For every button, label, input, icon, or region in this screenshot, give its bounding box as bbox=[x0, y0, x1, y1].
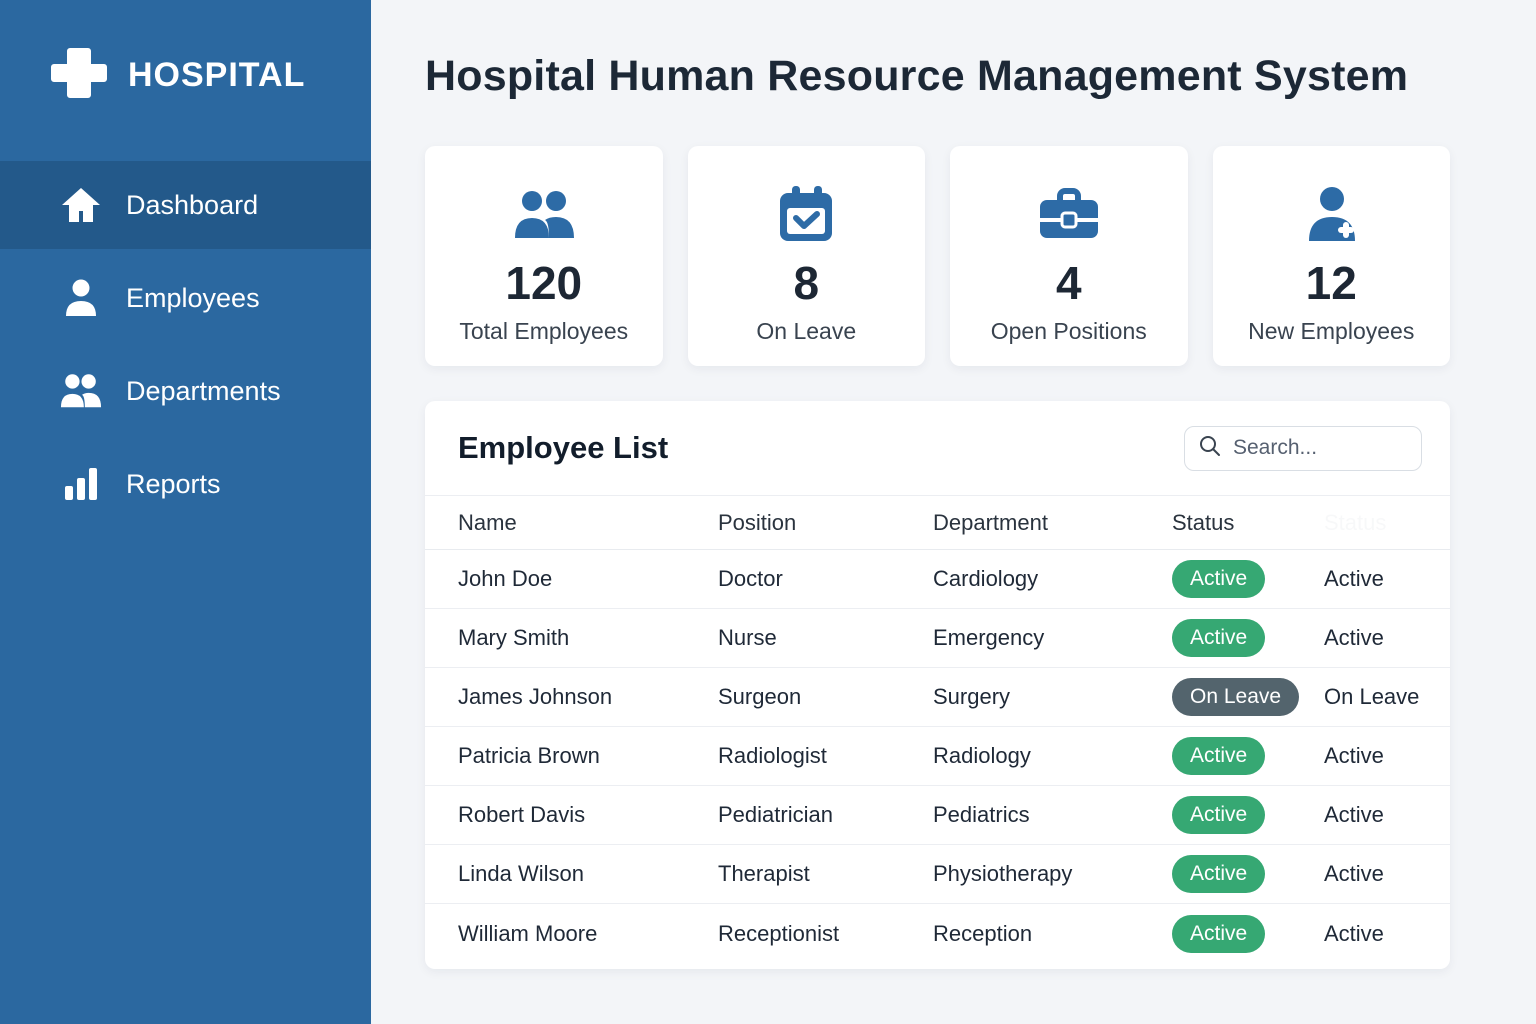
cell-department: Pediatrics bbox=[933, 802, 1030, 827]
table-row[interactable]: Linda Wilson Therapist Physiotherapy Act… bbox=[425, 845, 1450, 904]
stat-card-open-positions: 4 Open Positions bbox=[950, 146, 1188, 366]
cell-status-text: Active bbox=[1324, 861, 1384, 886]
table-row[interactable]: James Johnson Surgeon Surgery On Leave O… bbox=[425, 668, 1450, 727]
stat-value: 12 bbox=[1305, 257, 1357, 309]
cell-position: Nurse bbox=[718, 625, 777, 650]
table-header-row: Name Position Department Status Status bbox=[425, 495, 1450, 550]
bar-chart-icon bbox=[60, 466, 102, 502]
stat-card-total-employees: 120 Total Employees bbox=[425, 146, 663, 366]
employee-list-title: Employee List bbox=[458, 430, 669, 465]
status-badge: Active bbox=[1172, 619, 1266, 657]
stat-card-on-leave: 8 On Leave bbox=[687, 146, 925, 366]
cell-department: Radiology bbox=[933, 743, 1031, 768]
column-header-position: Position bbox=[718, 509, 797, 535]
stat-label: On Leave bbox=[756, 318, 857, 344]
users-icon bbox=[511, 182, 577, 246]
cell-position: Receptionist bbox=[718, 920, 840, 946]
sidebar-item-reports[interactable]: Reports bbox=[0, 440, 371, 528]
sidebar-item-employees[interactable]: Employees bbox=[0, 254, 371, 342]
cell-status-text: On Leave bbox=[1324, 684, 1420, 709]
cell-name: Mary Smith bbox=[458, 625, 570, 650]
status-badge: Active bbox=[1172, 855, 1266, 893]
status-badge: Active bbox=[1172, 914, 1266, 953]
search-icon bbox=[1199, 435, 1221, 462]
status-badge: Active bbox=[1172, 737, 1266, 775]
app-logo: HOSPITAL bbox=[0, 0, 371, 147]
stats-row: 120 Total Employees 8 On Leave 4 Open Po… bbox=[425, 146, 1450, 366]
column-header-ghost: Status bbox=[1324, 509, 1387, 535]
cell-name: Patricia Brown bbox=[458, 743, 600, 768]
page-title: Hospital Human Resource Management Syste… bbox=[425, 52, 1409, 100]
calendar-check-icon bbox=[777, 182, 835, 246]
cell-status-text: Active bbox=[1324, 802, 1384, 827]
sidebar-item-dashboard[interactable]: Dashboard bbox=[0, 161, 371, 249]
cell-department: Cardiology bbox=[933, 566, 1039, 591]
column-header-name: Name bbox=[458, 509, 517, 535]
status-badge: On Leave bbox=[1172, 678, 1300, 716]
app-title: HOSPITAL bbox=[128, 56, 306, 94]
cell-position: Pediatrician bbox=[718, 802, 833, 827]
cell-department: Emergency bbox=[933, 625, 1045, 650]
column-header-status: Status bbox=[1172, 509, 1235, 535]
stat-card-new-employees: 12 New Employees bbox=[1212, 146, 1450, 366]
cell-position: Radiologist bbox=[718, 743, 827, 768]
table-row[interactable]: Mary Smith Nurse Emergency Active Active bbox=[425, 609, 1450, 668]
cell-status-text: Active bbox=[1324, 566, 1384, 591]
user-plus-icon bbox=[1305, 182, 1357, 246]
cell-department: Surgery bbox=[933, 684, 1011, 709]
cell-status-text: Active bbox=[1324, 920, 1384, 946]
stat-label: Total Employees bbox=[459, 318, 629, 344]
table-row[interactable]: Robert Davis Pediatrician Pediatrics Act… bbox=[425, 786, 1450, 845]
cell-name: Linda Wilson bbox=[458, 861, 584, 886]
sidebar-item-departments[interactable]: Departments bbox=[0, 347, 371, 435]
employee-list-panel: Employee List Name Position Department S… bbox=[425, 401, 1450, 969]
cell-status-text: Active bbox=[1324, 625, 1384, 650]
sidebar-item-label: Employees bbox=[126, 282, 260, 313]
stat-value: 120 bbox=[505, 257, 583, 309]
sidebar-item-label: Reports bbox=[126, 468, 221, 499]
cell-name: William Moore bbox=[458, 920, 598, 946]
status-badge: Active bbox=[1172, 796, 1266, 834]
cell-department: Physiotherapy bbox=[933, 861, 1073, 886]
sidebar-item-label: Dashboard bbox=[126, 189, 259, 220]
users-icon bbox=[60, 373, 102, 409]
sidebar-item-label: Departments bbox=[126, 375, 281, 406]
table-row[interactable]: Patricia Brown Radiologist Radiology Act… bbox=[425, 727, 1450, 786]
cell-position: Doctor bbox=[718, 566, 783, 591]
stat-value: 8 bbox=[793, 257, 820, 309]
stat-value: 4 bbox=[1055, 257, 1082, 309]
home-icon bbox=[60, 186, 102, 224]
column-header-department: Department bbox=[933, 509, 1048, 535]
briefcase-icon bbox=[1038, 182, 1100, 246]
sidebar: HOSPITAL Dashboard Employees Departments… bbox=[0, 0, 371, 1024]
cell-name: James Johnson bbox=[458, 684, 613, 709]
cell-department: Reception bbox=[933, 920, 1033, 946]
search-box[interactable] bbox=[1184, 425, 1422, 471]
cell-name: Robert Davis bbox=[458, 802, 586, 827]
stat-label: Open Positions bbox=[990, 318, 1147, 344]
cell-position: Therapist bbox=[718, 861, 810, 886]
cell-position: Surgeon bbox=[718, 684, 802, 709]
status-badge: Active bbox=[1172, 560, 1266, 598]
table-row[interactable]: William Moore Receptionist Reception Act… bbox=[425, 904, 1450, 963]
table-row[interactable]: John Doe Doctor Cardiology Active Active bbox=[425, 550, 1450, 609]
hospital-cross-icon bbox=[50, 44, 108, 107]
main-content: Hospital Human Resource Management Syste… bbox=[371, 0, 1536, 1024]
user-icon bbox=[60, 279, 102, 317]
stat-label: New Employees bbox=[1248, 318, 1415, 344]
search-input[interactable] bbox=[1233, 436, 1407, 460]
cell-name: John Doe bbox=[458, 566, 553, 591]
cell-status-text: Active bbox=[1324, 743, 1384, 768]
